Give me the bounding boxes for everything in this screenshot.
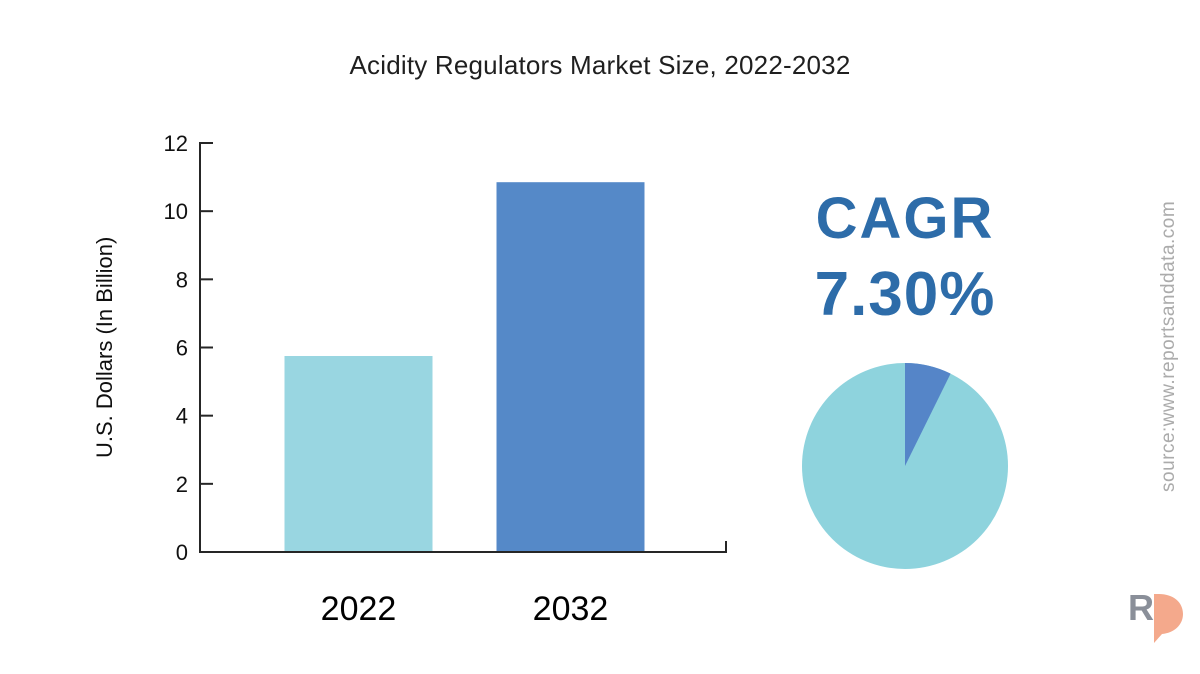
pie-slice-cagr	[905, 362, 951, 466]
y-tick-label: 10	[164, 199, 188, 224]
logo-letter-r: R	[1128, 587, 1154, 628]
x-tick-label: 2032	[533, 590, 609, 628]
brand-logo: R	[1128, 587, 1184, 645]
y-tick-label: 12	[164, 131, 188, 156]
cagr-label: CAGR	[815, 186, 995, 251]
bar-2022	[284, 356, 433, 551]
cagr-value: 7.30%	[814, 260, 996, 329]
source-text: source:www.reportsanddata.com	[1158, 200, 1179, 492]
chart-title: Acidity Regulators Market Size, 2022-203…	[349, 50, 851, 80]
bar-2032	[496, 182, 645, 551]
cagr-callout: CAGR 7.30%	[770, 190, 1040, 326]
y-tick-label: 4	[176, 404, 188, 429]
y-tick-label: 6	[176, 336, 188, 361]
x-tick-label: 2022	[321, 590, 397, 628]
y-tick-label: 2	[176, 472, 188, 497]
y-tick-label: 0	[176, 540, 188, 565]
y-tick-label: 8	[176, 267, 188, 292]
y-axis-label: U.S. Dollars (In Billion)	[92, 236, 117, 458]
logo-d-icon	[1154, 594, 1183, 643]
